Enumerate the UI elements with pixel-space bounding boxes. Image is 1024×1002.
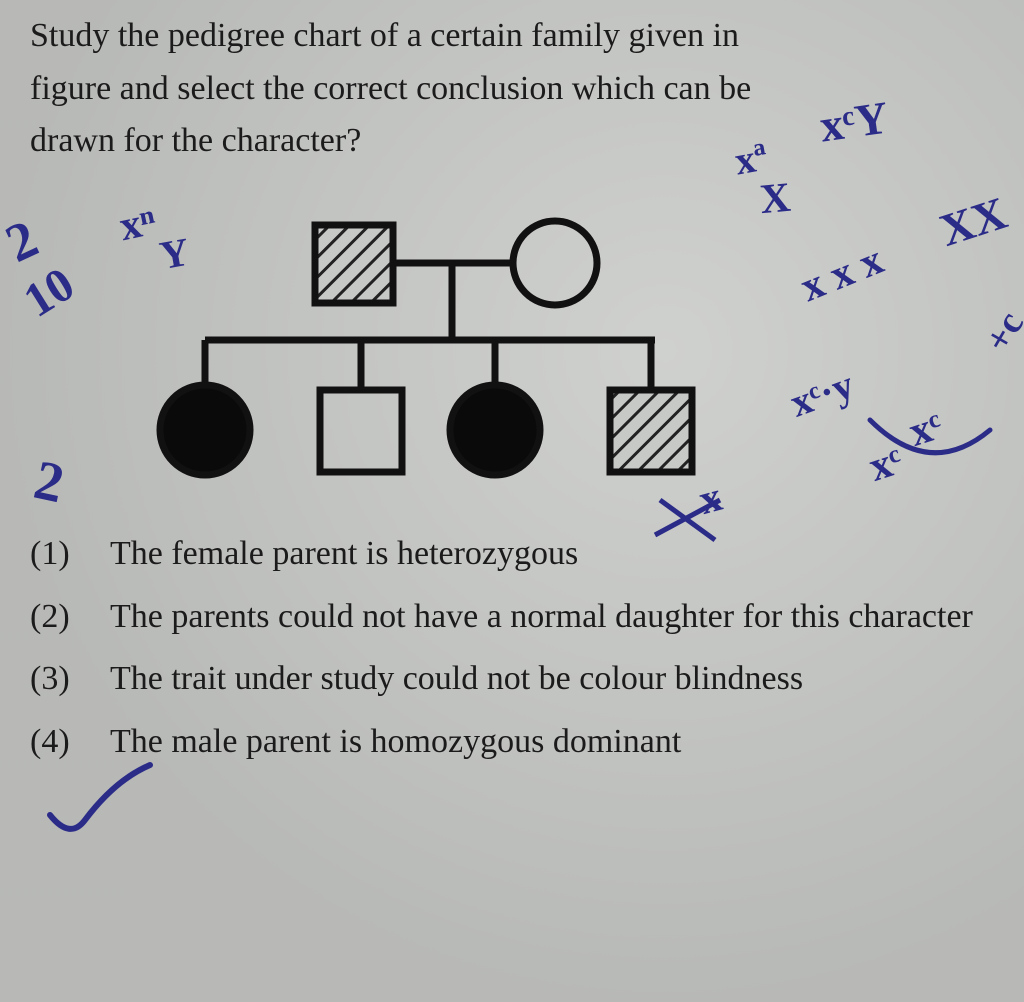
question-line2: figure and select the correct conclusion… <box>30 70 751 107</box>
option-1[interactable]: (1) The female parent is heterozygous <box>30 528 990 581</box>
question-text: Study the pedigree chart of a certain fa… <box>30 10 990 168</box>
cross-out-icon <box>650 490 730 550</box>
option-3-num: (3) <box>30 653 110 706</box>
paren-arc-icon <box>860 410 1000 490</box>
options-list: (1) The female parent is heterozygous (2… <box>30 528 990 769</box>
option-4[interactable]: (4) The male parent is homozygous domina… <box>30 716 990 769</box>
option-2[interactable]: (2) The parents could not have a normal … <box>30 591 990 644</box>
option-2-text: The parents could not have a normal daug… <box>110 591 990 644</box>
option-4-text: The male parent is homozygous dominant <box>110 716 990 769</box>
option-1-num: (1) <box>30 528 110 581</box>
question-line3: drawn for the character? <box>30 122 361 159</box>
pedigree-chart <box>150 185 710 485</box>
option-3[interactable]: (3) The trait under study could not be c… <box>30 653 990 706</box>
question-line1: Study the pedigree chart of a certain fa… <box>30 17 739 54</box>
option-3-text: The trait under study could not be colou… <box>110 653 990 706</box>
tick-mark-icon <box>45 760 155 850</box>
option-1-text: The female parent is heterozygous <box>110 528 990 581</box>
option-2-num: (2) <box>30 591 110 644</box>
